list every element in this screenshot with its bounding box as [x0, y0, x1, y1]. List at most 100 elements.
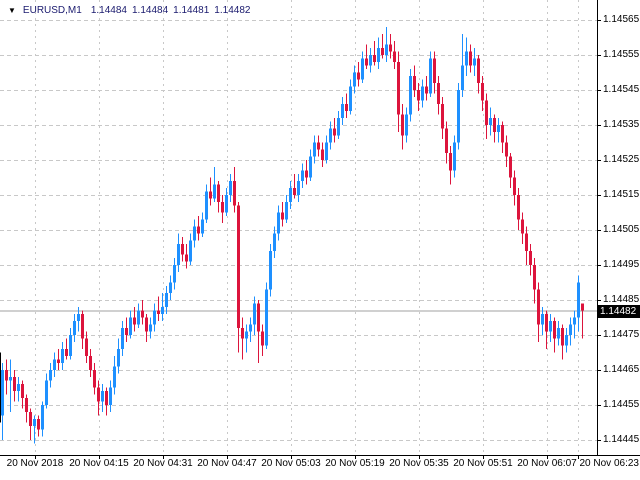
- candle-body-up: [369, 55, 372, 66]
- candle-body-up: [569, 324, 572, 335]
- candle-body-down: [93, 370, 96, 388]
- chart-title: ▼ EURUSD,M1 1.14484 1.14484 1.14481 1.14…: [8, 4, 255, 18]
- candle-body-up: [385, 44, 388, 55]
- current-price-tag: 1.14482: [597, 304, 640, 318]
- candle-body-up: [149, 324, 152, 332]
- quote-open: 1.14484: [90, 5, 127, 16]
- candle-body-down: [321, 149, 324, 160]
- candle-body-down: [37, 419, 40, 430]
- candle-body-down: [581, 303, 584, 311]
- candle-body-down: [513, 177, 516, 195]
- candle-body-down: [445, 128, 448, 153]
- candle-body-down: [89, 356, 92, 370]
- price-axis-label: 1.14565: [603, 14, 640, 25]
- candle-body-up: [285, 202, 288, 220]
- candle-body-up: [277, 212, 280, 234]
- candle-body-up: [129, 317, 132, 335]
- candle-body-up: [225, 195, 228, 213]
- candle-body-up: [289, 188, 292, 202]
- symbol-dropdown-icon[interactable]: ▼: [8, 6, 16, 15]
- price-axis-label: 1.14525: [603, 154, 640, 165]
- time-axis-label: 20 Nov 05:19: [325, 458, 385, 469]
- candle-body-down: [441, 104, 444, 129]
- candle-body-down: [241, 328, 244, 339]
- candle-body-up: [9, 377, 12, 381]
- candle-body-up: [161, 307, 164, 314]
- candle-body-up: [245, 331, 248, 339]
- price-axis-label: 1.14465: [603, 364, 640, 375]
- candle-body-down: [401, 114, 404, 136]
- price-axis-label: 1.14505: [603, 224, 640, 235]
- candle-body-down: [493, 118, 496, 132]
- price-axis-label: 1.14515: [603, 189, 640, 200]
- candle-body-down: [81, 314, 84, 339]
- price-axis-label: 1.14535: [603, 119, 640, 130]
- candle-body-up: [273, 233, 276, 251]
- candle-body-up: [573, 317, 576, 325]
- candle-body-up: [429, 58, 432, 94]
- candle-body-up: [253, 303, 256, 325]
- candle-body-up: [201, 219, 204, 234]
- candle-body-down: [393, 51, 396, 62]
- candle-body-down: [317, 142, 320, 150]
- candle-body-down: [257, 303, 260, 332]
- candle-body-down: [13, 377, 16, 391]
- time-axis-label: 20 Nov 04:31: [133, 458, 193, 469]
- candle-body-down: [133, 317, 136, 325]
- candle-body-up: [153, 310, 156, 325]
- candle-body-up: [117, 349, 120, 367]
- candle-body-up: [453, 142, 456, 171]
- candle-body-down: [481, 83, 484, 101]
- time-axis-label: 20 Nov 06:07: [517, 458, 577, 469]
- candle-body-down: [381, 48, 384, 55]
- candle-body-down: [157, 310, 160, 314]
- candle-body-down: [125, 328, 128, 335]
- candle-body-up: [189, 240, 192, 262]
- candle-body-up: [361, 58, 364, 80]
- candle-body-down: [185, 254, 188, 262]
- candle-body-down: [57, 359, 60, 363]
- candle-body-down: [521, 219, 524, 234]
- candle-body-down: [181, 244, 184, 255]
- price-axis-label: 1.14445: [603, 434, 640, 445]
- price-axis-label: 1.14475: [603, 329, 640, 340]
- candle-body-down: [281, 212, 284, 220]
- time-axis-label: 20 Nov 04:47: [197, 458, 257, 469]
- price-axis-label: 1.14485: [603, 294, 640, 305]
- candle-body-down: [209, 191, 212, 199]
- candle-body-down: [537, 289, 540, 325]
- candle-body-down: [485, 100, 488, 125]
- candle-body-up: [421, 86, 424, 101]
- candle-body-up: [341, 104, 344, 118]
- candle-body-up: [557, 328, 560, 339]
- candle-body-up: [113, 366, 116, 388]
- time-axis-label: 20 Nov 04:15: [69, 458, 129, 469]
- candle-body-down: [417, 90, 420, 101]
- candle-body-up: [1, 370, 4, 416]
- candle-body-down: [21, 384, 24, 398]
- candle-body-down: [5, 370, 8, 381]
- candle-body-up: [193, 226, 196, 241]
- candle-body-up: [61, 349, 64, 363]
- candle-body-down: [425, 86, 428, 94]
- candle-body-down: [305, 170, 308, 178]
- candle-body-down: [397, 62, 400, 115]
- candle-body-up: [249, 324, 252, 332]
- candle-body-down: [561, 328, 564, 346]
- candle-body-up: [313, 142, 316, 157]
- candle-body-up: [69, 335, 72, 356]
- quote-high: 1.14484: [131, 5, 169, 16]
- candle-body-down: [509, 156, 512, 178]
- candle-body-down: [141, 310, 144, 318]
- candle-body-down: [553, 321, 556, 339]
- candle-body-down: [261, 331, 264, 346]
- candle-body-up: [409, 76, 412, 115]
- candle-body-up: [461, 65, 464, 90]
- candle-body-up: [73, 321, 76, 335]
- candle-body-up: [49, 370, 52, 381]
- candle-body-down: [197, 226, 200, 234]
- candle-body-down: [373, 55, 376, 62]
- candle-body-down: [65, 349, 68, 356]
